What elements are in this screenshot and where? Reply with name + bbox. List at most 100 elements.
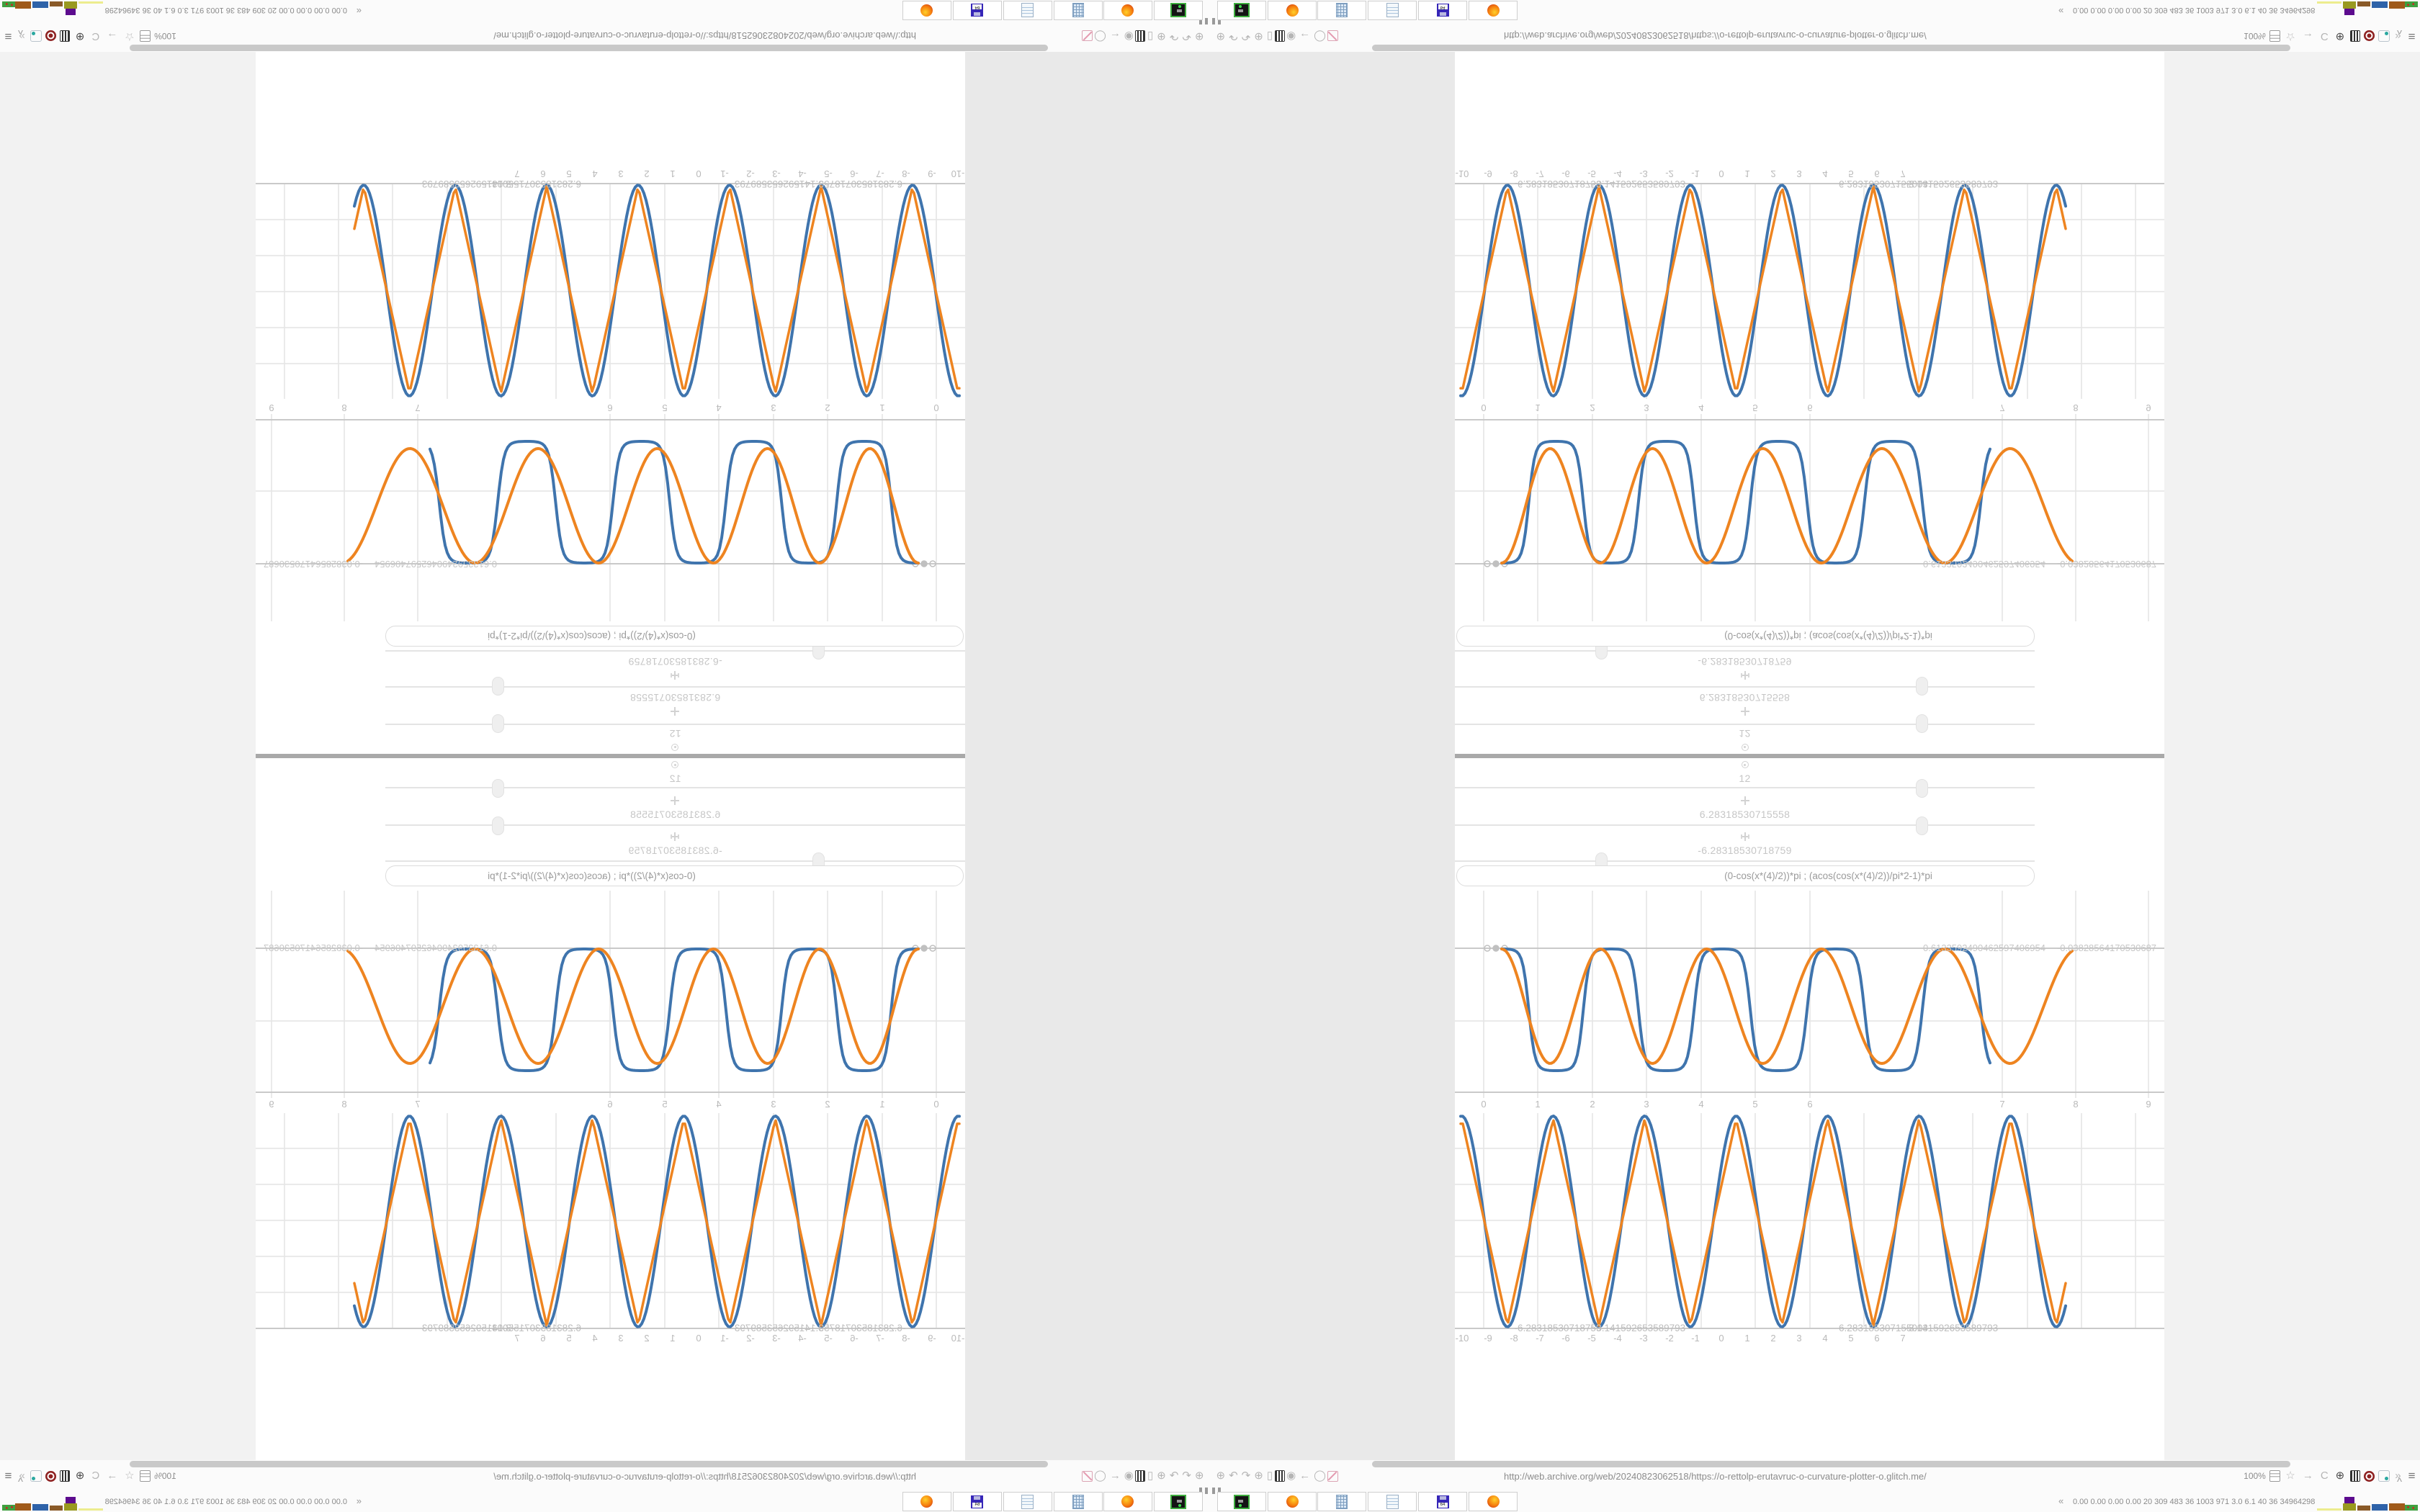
menu-icon[interactable]: ≡ — [2408, 1469, 2416, 1482]
slider-track[interactable] — [385, 686, 965, 688]
launcher-vm-icon[interactable] — [1217, 1, 1266, 20]
chevron-up-icon[interactable]: ^ — [17, 1476, 23, 1488]
launcher-firefox-icon[interactable] — [902, 1, 951, 20]
expression-value[interactable]: -6.28318530718759 — [628, 656, 722, 667]
slider-track[interactable] — [385, 860, 965, 862]
reader-mode-icon[interactable] — [140, 30, 151, 42]
redo-icon[interactable]: ↷ — [1169, 1470, 1179, 1482]
expression-value[interactable]: 12 — [1739, 773, 1751, 784]
trash-icon[interactable] — [1274, 1470, 1285, 1482]
launcher-calculator-icon[interactable] — [1054, 1, 1103, 20]
forward-arrow-icon[interactable]: → — [107, 30, 118, 42]
globe-grid-icon[interactable]: ⊕ — [1216, 30, 1226, 42]
workspace-pager[interactable] — [1212, 1485, 1224, 1498]
back-arrow-icon[interactable]: ← — [1109, 1470, 1121, 1482]
zoom-level-badge[interactable]: 100% — [2244, 31, 2266, 41]
circle-outline-icon[interactable]: ◯ — [1094, 1470, 1106, 1482]
reader-mode-icon[interactable] — [2269, 30, 2280, 42]
launcher-firefox-icon[interactable] — [1469, 1, 1518, 20]
launcher-firefox-icon[interactable] — [1469, 1492, 1518, 1511]
launcher-notepad-icon[interactable] — [1368, 1492, 1417, 1511]
shield-badge-icon[interactable] — [45, 1470, 57, 1482]
launcher-notepad-icon[interactable] — [1003, 1492, 1052, 1511]
globe-grid-icon[interactable]: ⊕ — [1194, 30, 1204, 42]
formula-input[interactable]: (0-cos(x*(4)/2))*pi ; (acos(cos(x*(4)/2)… — [385, 626, 964, 647]
expression-value[interactable]: 6.28318530715558 — [629, 692, 721, 703]
extension-panel-icon[interactable] — [30, 1470, 42, 1482]
launcher-firefox-icon[interactable] — [1103, 1492, 1152, 1511]
horizontal-scrollbar[interactable] — [130, 45, 1048, 51]
trash-dark-icon[interactable] — [2349, 1470, 2360, 1482]
anchor-cross-icon[interactable] — [671, 832, 680, 841]
panel-collapse-icon[interactable]: « — [2058, 1495, 2064, 1506]
reload-icon[interactable]: C — [91, 1470, 100, 1482]
launcher-calculator-icon[interactable] — [1317, 1492, 1366, 1511]
shield-badge-icon[interactable] — [2363, 1470, 2375, 1482]
blocked-link-icon[interactable] — [1327, 1470, 1339, 1482]
anchor-cross-icon[interactable] — [671, 671, 680, 680]
globe-dark-icon[interactable]: ⊕ — [2335, 1470, 2345, 1482]
undo-icon[interactable]: ↶ — [1229, 1470, 1238, 1482]
bookmark-star-icon[interactable]: ☆ — [125, 30, 135, 42]
panel-collapse-icon[interactable]: « — [356, 1495, 362, 1506]
horizontal-scrollbar[interactable] — [1372, 1461, 2290, 1467]
launcher-notepad-icon[interactable] — [1368, 1, 1417, 20]
address-bar-url[interactable]: http://web.archive.org/web/2024082306251… — [493, 30, 916, 41]
expression-value[interactable]: 12 — [669, 728, 681, 739]
trash-icon[interactable] — [1135, 1470, 1146, 1482]
bookmark-star-icon[interactable]: ☆ — [2285, 1470, 2295, 1482]
launcher-floppy-icon[interactable] — [1418, 1492, 1467, 1511]
folder-icon[interactable]: ▯ — [1147, 30, 1154, 42]
undo-icon[interactable]: ↶ — [1182, 1470, 1191, 1482]
redo-icon[interactable]: ↷ — [1241, 1470, 1251, 1482]
slider-track[interactable] — [1455, 824, 2035, 826]
launcher-calculator-icon[interactable] — [1317, 1, 1366, 20]
blocked-link-icon[interactable] — [1081, 1470, 1093, 1482]
expression-value[interactable]: 6.28318530715558 — [1699, 692, 1791, 703]
slider-knob[interactable] — [1916, 779, 1928, 798]
panel-collapse-icon[interactable]: « — [356, 6, 362, 17]
globe-dark-icon[interactable]: ⊕ — [75, 30, 85, 42]
blocked-link-icon[interactable] — [1327, 30, 1339, 42]
slider-knob[interactable] — [492, 714, 504, 733]
address-bar-url[interactable]: http://web.archive.org/web/2024082306251… — [1504, 30, 1927, 41]
circle-outline-icon[interactable]: ◯ — [1094, 30, 1106, 42]
launcher-vm-icon[interactable] — [1154, 1, 1203, 20]
launcher-floppy-icon[interactable] — [953, 1492, 1002, 1511]
undo-icon[interactable]: ↶ — [1182, 30, 1191, 42]
menu-icon[interactable]: ≡ — [2408, 30, 2416, 43]
horizontal-scrollbar[interactable] — [130, 1461, 1048, 1467]
launcher-firefox-icon[interactable] — [1268, 1492, 1317, 1511]
circle-outline-icon[interactable]: ◯ — [1314, 30, 1326, 42]
back-arrow-icon[interactable]: ← — [1299, 1470, 1311, 1482]
launcher-vm-icon[interactable] — [1154, 1492, 1203, 1511]
formula-input[interactable]: (0-cos(x*(4)/2))*pi ; (acos(cos(x*(4)/2)… — [1456, 626, 2035, 647]
redo-icon[interactable]: ↷ — [1241, 30, 1251, 42]
move-cross-icon[interactable] — [671, 796, 680, 805]
chevron-up-icon[interactable]: ^ — [2397, 1476, 2403, 1488]
circle-outline-icon[interactable]: ◯ — [1314, 1470, 1326, 1482]
expression-value[interactable]: -6.28318530718759 — [628, 845, 722, 856]
badge-icon[interactable]: ◉ — [1124, 30, 1134, 42]
globe-dark-icon[interactable]: ⊕ — [2335, 30, 2345, 42]
target-icon[interactable] — [1741, 743, 1749, 752]
shield-badge-icon[interactable] — [2363, 30, 2375, 42]
top-slider-track[interactable] — [256, 756, 965, 758]
forward-arrow-icon[interactable]: → — [2302, 1470, 2313, 1482]
launcher-calculator-icon[interactable] — [1054, 1492, 1103, 1511]
slider-track[interactable] — [1455, 860, 2035, 862]
extension-panel-icon[interactable] — [2378, 1470, 2390, 1482]
redo-icon[interactable]: ↷ — [1169, 30, 1179, 42]
expression-value[interactable]: 12 — [669, 773, 681, 784]
blocked-link-icon[interactable] — [1081, 30, 1093, 42]
expression-value[interactable]: 6.28318530715558 — [629, 809, 721, 820]
slider-track[interactable] — [1455, 650, 2035, 652]
extension-panel-icon[interactable] — [2378, 30, 2390, 42]
slider-track[interactable] — [385, 787, 965, 788]
extension-panel-icon[interactable] — [30, 30, 42, 42]
address-bar-url[interactable]: http://web.archive.org/web/2024082306251… — [493, 1471, 916, 1482]
menu-icon[interactable]: ≡ — [4, 30, 12, 43]
folder-icon[interactable]: ▯ — [1147, 1470, 1154, 1482]
move-cross-icon[interactable] — [1740, 707, 1749, 716]
trash-dark-icon[interactable] — [60, 1470, 71, 1482]
